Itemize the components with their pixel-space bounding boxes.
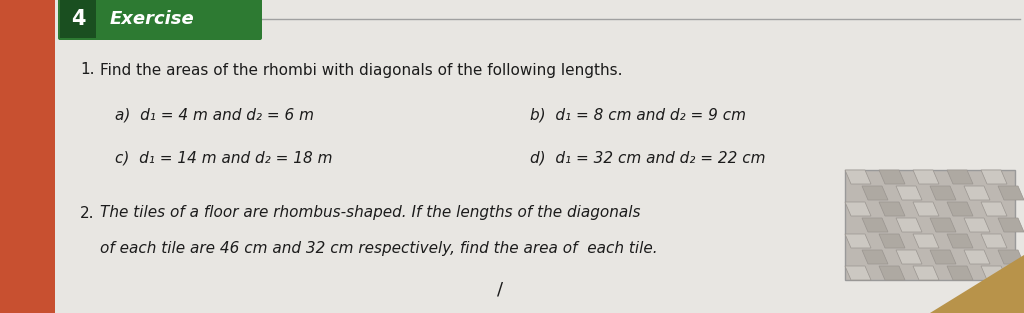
Polygon shape [964,218,990,232]
Polygon shape [930,255,1024,313]
Text: c)  d₁ = 14 m and d₂ = 18 m: c) d₁ = 14 m and d₂ = 18 m [115,151,333,166]
Polygon shape [947,202,973,216]
Text: 2.: 2. [80,206,94,220]
Text: d)  d₁ = 32 cm and d₂ = 22 cm: d) d₁ = 32 cm and d₂ = 22 cm [530,151,766,166]
Polygon shape [998,250,1024,264]
FancyBboxPatch shape [60,0,96,38]
Polygon shape [913,202,939,216]
Text: The tiles of a floor are rhombus-shaped. If the lengths of the diagonals: The tiles of a floor are rhombus-shaped.… [100,206,640,220]
Text: a)  d₁ = 4 m and d₂ = 6 m: a) d₁ = 4 m and d₂ = 6 m [115,107,314,122]
Polygon shape [845,266,871,280]
Text: /: / [497,281,503,299]
Polygon shape [947,234,973,248]
Polygon shape [879,266,905,280]
Polygon shape [981,266,1007,280]
Polygon shape [947,170,973,184]
Polygon shape [879,234,905,248]
Polygon shape [913,266,939,280]
Polygon shape [981,202,1007,216]
Polygon shape [947,266,973,280]
Text: 1.: 1. [80,63,94,78]
Polygon shape [913,170,939,184]
Polygon shape [913,234,939,248]
Polygon shape [930,250,956,264]
FancyBboxPatch shape [0,0,55,313]
Polygon shape [879,202,905,216]
FancyBboxPatch shape [55,0,1024,313]
Text: of each tile are 46 cm and 32 cm respectively, find the area of  each tile.: of each tile are 46 cm and 32 cm respect… [100,240,657,255]
Polygon shape [879,170,905,184]
Polygon shape [845,234,871,248]
Polygon shape [964,186,990,200]
Polygon shape [998,186,1024,200]
Text: 4: 4 [71,9,85,29]
Text: b)  d₁ = 8 cm and d₂ = 9 cm: b) d₁ = 8 cm and d₂ = 9 cm [530,107,746,122]
Polygon shape [845,202,871,216]
Text: Find the areas of the rhombi with diagonals of the following lengths.: Find the areas of the rhombi with diagon… [100,63,623,78]
Polygon shape [845,170,871,184]
Polygon shape [981,170,1007,184]
Polygon shape [964,250,990,264]
Polygon shape [862,250,888,264]
Polygon shape [930,186,956,200]
Polygon shape [998,218,1024,232]
FancyBboxPatch shape [58,0,262,40]
Polygon shape [896,186,922,200]
Polygon shape [862,218,888,232]
FancyBboxPatch shape [845,170,1015,280]
Text: Exercise: Exercise [110,10,195,28]
Polygon shape [862,186,888,200]
Polygon shape [981,234,1007,248]
Polygon shape [930,218,956,232]
Polygon shape [896,250,922,264]
Polygon shape [896,218,922,232]
